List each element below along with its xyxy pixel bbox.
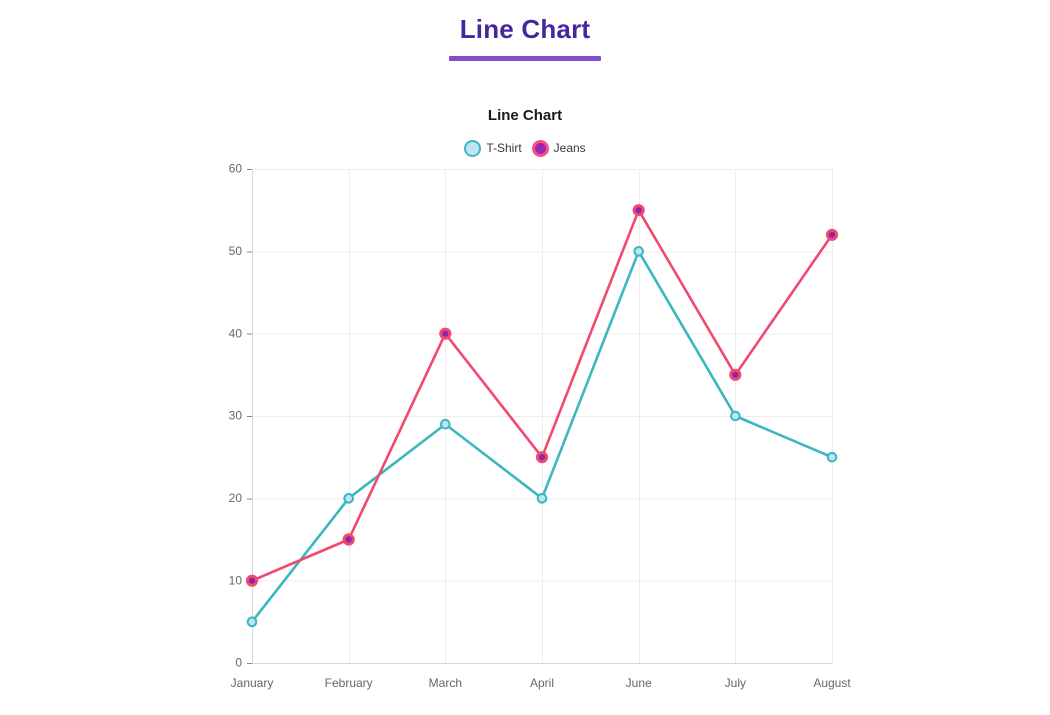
data-point-jeans-june[interactable] [632, 204, 645, 217]
data-point-t-shirt-march[interactable] [440, 418, 451, 430]
legend-label-jeans: Jeans [553, 141, 586, 155]
data-point-jeans-february[interactable] [342, 533, 355, 546]
data-point-jeans-march[interactable] [439, 327, 452, 340]
line-chart-card: Line Chart T-Shirt Jeans 0 10 20 30 40 50 60 Ja… [0, 90, 1050, 710]
page-title: Line Chart [459, 14, 591, 44]
legend-swatch-icon-jeans [531, 139, 549, 157]
data-point-t-shirt-august[interactable] [826, 451, 838, 463]
x-tick-label: July [725, 676, 746, 690]
chart-legend: T-Shirt Jeans [0, 138, 1050, 158]
data-point-jeans-january[interactable] [245, 574, 259, 587]
chart-title: Line Chart [487, 107, 563, 124]
data-point-t-shirt-february[interactable] [343, 493, 354, 504]
legend-label-t-shirt: T-Shirt [486, 141, 522, 155]
data-point-jeans-april[interactable] [535, 451, 549, 464]
data-point-t-shirt-june[interactable] [633, 246, 644, 257]
y-tick-label: 40 [229, 326, 243, 340]
y-tick-label: 60 [229, 162, 243, 176]
y-tick-label: 0 [235, 656, 242, 670]
x-tick-label: April [530, 676, 554, 690]
data-point-t-shirt-july[interactable] [730, 410, 741, 422]
data-point-t-shirt-april[interactable] [536, 493, 548, 504]
x-tick-label: February [325, 676, 373, 690]
x-tick-label: March [429, 676, 462, 690]
y-tick-label: 20 [229, 491, 243, 505]
data-point-t-shirt-january[interactable] [246, 616, 258, 628]
x-tick-label: June [626, 676, 652, 690]
y-tick-label: 10 [229, 573, 243, 587]
y-tick-label: 30 [229, 409, 243, 423]
legend-item-t-shirt[interactable]: T-Shirt [464, 139, 522, 157]
legend-item-jeans[interactable]: Jeans [531, 139, 586, 157]
title-underline [449, 56, 601, 61]
x-tick-label: January [231, 676, 274, 690]
x-tick-label: August [813, 676, 851, 690]
data-point-jeans-august[interactable] [825, 228, 839, 241]
legend-swatch-icon-t-shirt [464, 139, 482, 157]
data-point-jeans-july[interactable] [729, 368, 742, 381]
line-chart-svg[interactable]: 0 10 20 30 40 50 60 January February March April Ju… [0, 90, 1050, 710]
plot-area: 0 10 20 30 40 50 60 January February March April Ju… [0, 90, 1050, 710]
page-header: Line Chart [0, 0, 1050, 61]
y-tick-label: 50 [229, 244, 243, 258]
